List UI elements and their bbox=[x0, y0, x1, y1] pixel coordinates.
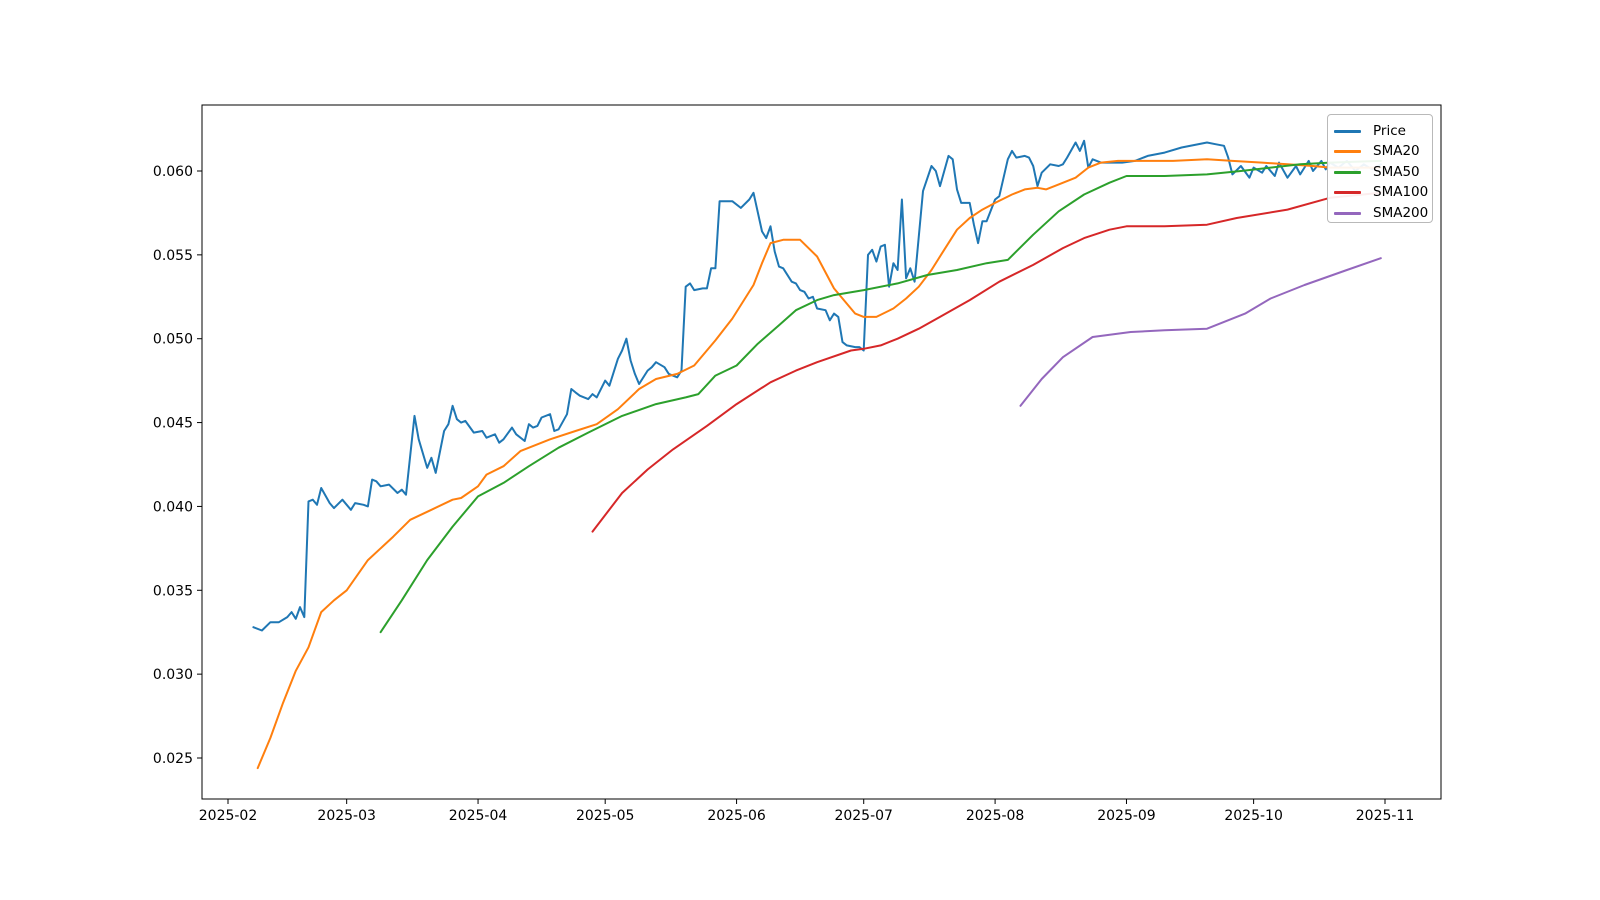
plot-border bbox=[201, 104, 1442, 800]
y-tick-label: 0.055 bbox=[153, 248, 193, 264]
sma100-line bbox=[591, 191, 1382, 533]
y-tick-label: 0.040 bbox=[153, 499, 193, 515]
sma100-line-sample-icon bbox=[1334, 191, 1361, 195]
legend-item-price: Price bbox=[1334, 121, 1432, 142]
legend-item-sma50: SMA50 bbox=[1334, 162, 1432, 183]
x-tick-label: 2025-05 bbox=[576, 808, 635, 824]
sma50-line bbox=[379, 159, 1382, 634]
x-tick-label: 2025-04 bbox=[449, 808, 508, 824]
legend: Price SMA20 SMA50 SMA100 SMA200 bbox=[1327, 114, 1433, 223]
y-tick-label: 0.060 bbox=[153, 164, 193, 180]
price-line-sample-icon bbox=[1334, 129, 1361, 133]
legend-label-price: Price bbox=[1373, 122, 1406, 139]
legend-label-sma50: SMA50 bbox=[1373, 163, 1420, 180]
legend-item-sma200: SMA200 bbox=[1334, 203, 1432, 224]
legend-label-sma100: SMA100 bbox=[1373, 184, 1429, 200]
y-tick-label: 0.035 bbox=[153, 583, 193, 599]
legend-label-sma20: SMA20 bbox=[1373, 143, 1420, 159]
x-tick-label: 2025-08 bbox=[966, 808, 1025, 824]
x-tick-label: 2025-02 bbox=[199, 808, 258, 824]
y-tick-label: 0.050 bbox=[153, 332, 193, 348]
price-line bbox=[252, 139, 1382, 632]
legend-item-sma100: SMA100 bbox=[1334, 183, 1432, 204]
x-tick-label: 2025-07 bbox=[834, 808, 893, 824]
legend-item-sma20: SMA20 bbox=[1334, 142, 1432, 163]
sma200-line bbox=[1019, 257, 1382, 407]
sma20-line bbox=[256, 158, 1382, 770]
sma20-line-sample-icon bbox=[1334, 150, 1361, 154]
x-tick-label: 2025-03 bbox=[317, 808, 376, 824]
y-tick-label: 0.030 bbox=[153, 667, 193, 683]
x-tick-label: 2025-10 bbox=[1224, 808, 1283, 824]
y-tick-label: 0.025 bbox=[153, 751, 193, 767]
x-tick-label: 2025-09 bbox=[1097, 808, 1156, 824]
legend-label-sma200: SMA200 bbox=[1373, 204, 1429, 221]
x-tick-label: 2025-11 bbox=[1356, 808, 1415, 824]
y-tick-label: 0.045 bbox=[153, 416, 193, 432]
x-tick-label: 2025-06 bbox=[707, 808, 766, 824]
sma200-line-sample-icon bbox=[1334, 211, 1361, 215]
sma50-line-sample-icon bbox=[1334, 170, 1361, 174]
